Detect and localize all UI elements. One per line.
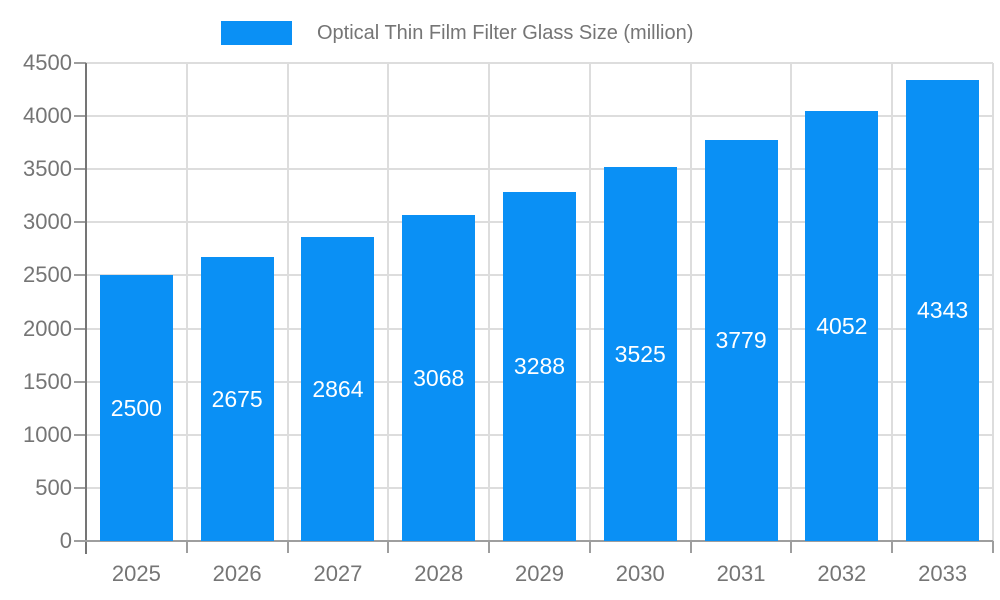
legend-swatch[interactable] — [221, 21, 292, 45]
gridline-horizontal — [86, 168, 993, 171]
bar-value-label: 3779 — [715, 327, 767, 354]
gridline-vertical — [689, 63, 692, 541]
x-axis-tick — [387, 541, 390, 553]
x-axis-category-label: 2028 — [414, 561, 464, 586]
bar-2032[interactable] — [805, 110, 879, 541]
y-axis-tick — [74, 62, 86, 64]
y-axis-tick — [74, 221, 86, 224]
y-axis-tick-label: 2000 — [23, 315, 72, 341]
bar-value-label: 4052 — [816, 312, 868, 339]
x-axis-tick — [891, 541, 894, 553]
bar-2030[interactable] — [603, 166, 677, 541]
x-axis-tick — [185, 541, 188, 553]
y-axis-tick-label: 2500 — [23, 262, 72, 288]
bar-value-label: 3288 — [513, 353, 566, 380]
bar-2025[interactable] — [99, 275, 173, 541]
gridline-vertical — [185, 63, 188, 541]
x-axis-baseline — [74, 540, 993, 542]
x-axis-tick — [488, 541, 491, 553]
bar-value-label: 2864 — [312, 375, 364, 402]
gridline-vertical — [387, 63, 390, 541]
y-axis-tick — [74, 168, 86, 171]
y-axis-tick — [74, 380, 86, 383]
bar-value-label: 3525 — [614, 340, 666, 367]
x-axis-tick — [286, 541, 289, 553]
y-axis-line — [85, 63, 87, 554]
gridline-vertical — [588, 63, 591, 541]
gridline-vertical — [992, 63, 994, 541]
y-axis-tick-label: 3000 — [23, 209, 72, 235]
x-axis-tick — [992, 541, 994, 553]
gridline-vertical — [488, 63, 491, 541]
y-axis-tick — [74, 433, 86, 436]
y-axis-tick-label: 4000 — [23, 103, 72, 129]
x-axis-tick — [588, 541, 591, 553]
x-axis-tick — [790, 541, 793, 553]
bar-2029[interactable] — [503, 191, 576, 541]
x-axis-tick — [689, 541, 692, 553]
y-axis-tick-label: 0 — [59, 528, 72, 553]
x-axis-category-label: 2029 — [515, 561, 564, 586]
gridline-vertical — [891, 63, 894, 541]
bar-2027[interactable] — [301, 236, 375, 541]
x-axis-category-label: 2030 — [615, 561, 665, 586]
gridline-vertical — [790, 63, 793, 541]
gridline-vertical — [286, 63, 289, 541]
y-axis-tick — [74, 486, 86, 489]
x-axis-category-label: 2033 — [918, 561, 968, 586]
bar-value-label: 2500 — [110, 395, 162, 422]
y-axis-tick-label: 1500 — [23, 368, 72, 394]
legend-label[interactable]: Optical Thin Film Filter Glass Size (mil… — [317, 22, 694, 44]
x-axis-category-label: 2032 — [817, 561, 867, 586]
y-axis-tick-label: 1000 — [23, 421, 72, 447]
bar-2026[interactable] — [200, 256, 274, 541]
bar-value-label: 4343 — [917, 297, 969, 324]
x-axis-category-label: 2031 — [716, 561, 766, 586]
bar-2033[interactable] — [906, 79, 980, 541]
bar-value-label: 2675 — [211, 385, 263, 412]
y-axis-tick-label: 4500 — [23, 50, 72, 75]
bar-2031[interactable] — [704, 139, 778, 541]
gridline-horizontal — [86, 115, 993, 118]
bar-2028[interactable] — [402, 215, 476, 541]
x-axis-category-label: 2025 — [111, 561, 161, 586]
gridline-horizontal — [86, 62, 993, 64]
x-axis-category-label: 2027 — [313, 561, 363, 586]
x-axis-category-label: 2026 — [212, 561, 262, 586]
bar-value-label: 3068 — [413, 365, 465, 392]
y-axis-tick-label: 500 — [35, 474, 72, 500]
y-axis-tick-label: 3500 — [23, 156, 72, 182]
y-axis-tick — [74, 274, 86, 277]
y-axis-tick — [74, 115, 86, 118]
y-axis-tick — [74, 327, 86, 330]
